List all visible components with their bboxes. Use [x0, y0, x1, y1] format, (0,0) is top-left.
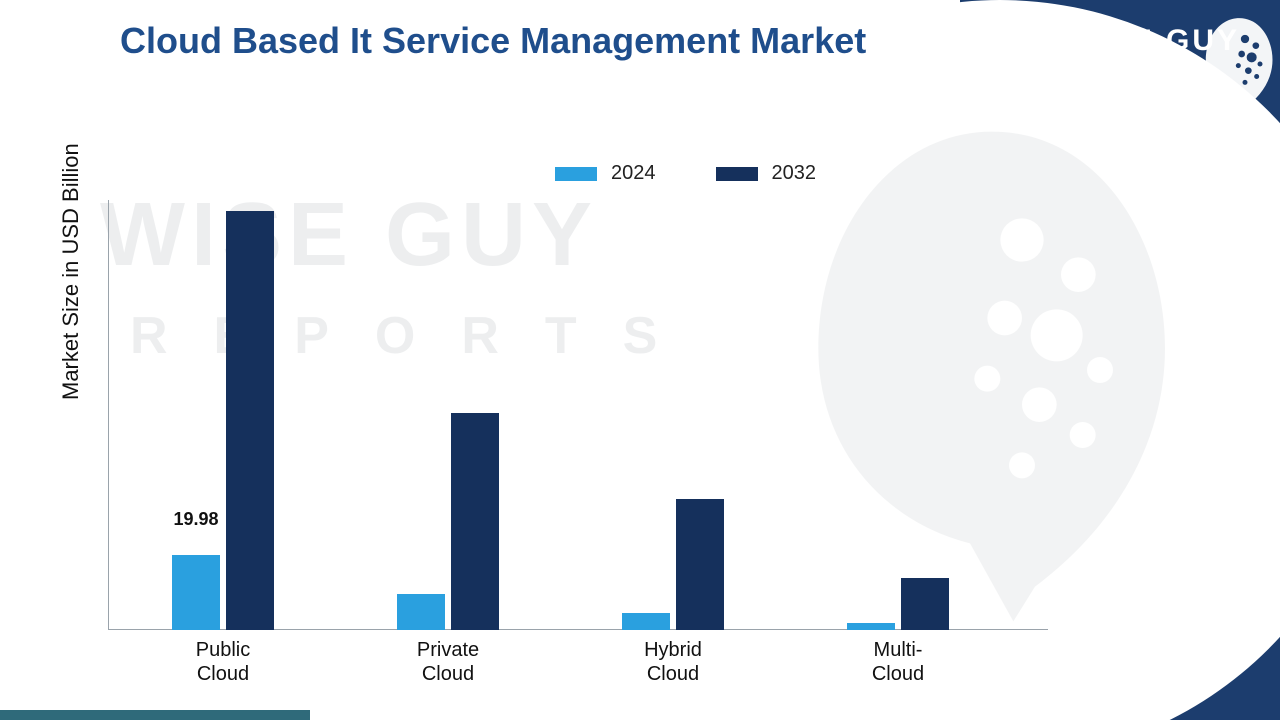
- bar: [676, 499, 724, 630]
- bar: [172, 555, 220, 630]
- legend-swatch-2032: [716, 167, 758, 181]
- category-label: Multi-Cloud: [872, 638, 924, 686]
- bar: [622, 613, 670, 630]
- brand-line1: WISE GUY: [1066, 24, 1240, 58]
- brand-logo: WISE GUY REPORTS: [1066, 24, 1240, 74]
- bar-value-label: 19.98: [173, 509, 218, 530]
- legend-swatch-2024: [555, 167, 597, 181]
- category-label: Public Cloud: [196, 638, 250, 686]
- y-axis-line: [108, 200, 109, 630]
- category-label: Private Cloud: [417, 638, 479, 686]
- bar: [397, 594, 445, 630]
- chart-title: Cloud Based It Service Management Market: [120, 18, 866, 63]
- category-label: Hybrid Cloud: [644, 638, 702, 686]
- bar: [226, 211, 274, 630]
- plot-area: 19.98Public CloudPrivate CloudHybrid Clo…: [108, 200, 1048, 630]
- legend-label-2024: 2024: [611, 162, 656, 185]
- brand-line2: REPORTS: [1066, 60, 1240, 74]
- legend-item-2032: 2032: [716, 162, 817, 185]
- y-axis-label: Market Size in USD Billion: [58, 143, 84, 400]
- footer-stripe: [0, 710, 310, 720]
- chart-canvas: WISE GUY REPORTS Cloud Based It Service …: [0, 0, 1280, 720]
- legend-label-2032: 2032: [772, 162, 817, 185]
- legend-item-2024: 2024: [555, 162, 656, 185]
- legend: 2024 2032: [555, 162, 816, 185]
- bar: [847, 623, 895, 630]
- bar: [451, 413, 499, 630]
- bar: [901, 578, 949, 630]
